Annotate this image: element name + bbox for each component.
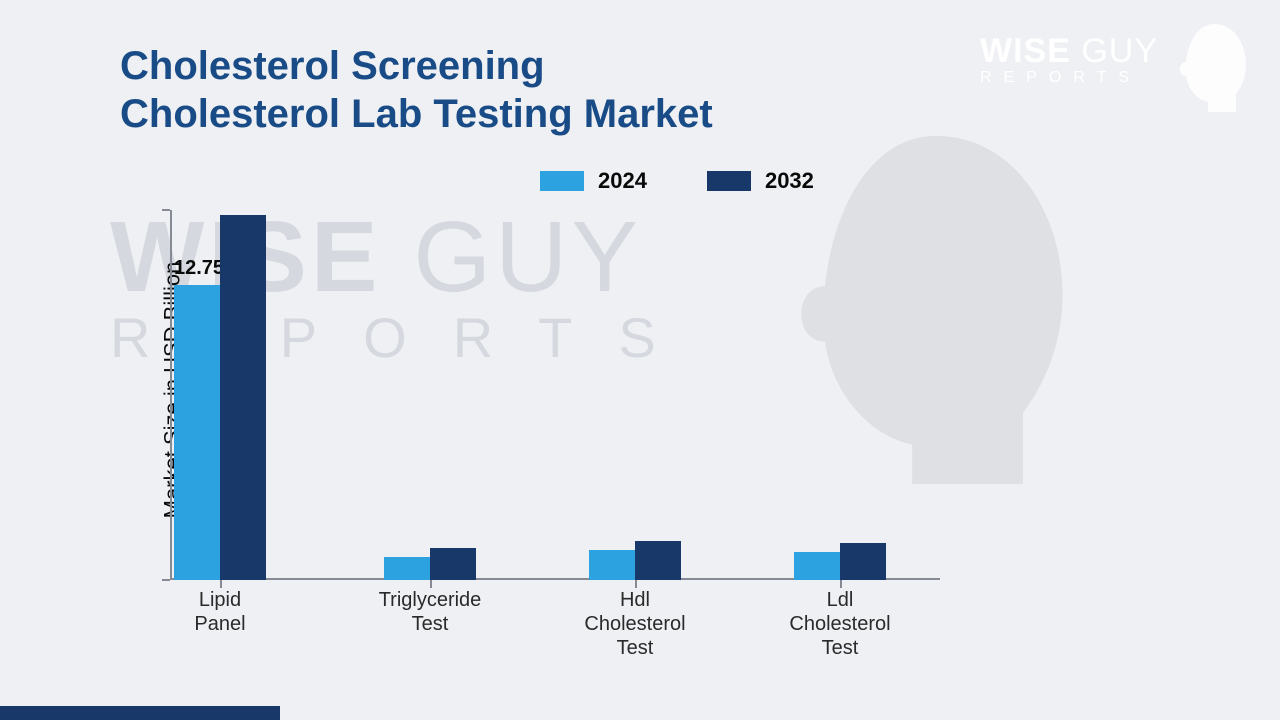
bar: 12.75 [174,285,220,580]
bar-value-label: 12.75 [174,257,220,280]
bar-group [384,548,476,580]
logo-line1b: GUY [1081,32,1158,70]
brand-logo: WISE GUY REPORTS [980,32,1240,87]
bar-group [589,541,681,580]
legend: 2024 2032 [540,168,814,194]
legend-item: 2032 [707,168,814,194]
bar-group [794,543,886,580]
legend-swatch [540,171,584,191]
x-axis-labels: Lipid Panel Triglyceride Test Hdl Choleste… [170,582,940,662]
bar-group: 12.75 [174,215,266,580]
logo-line1a: WISE [980,32,1071,70]
bar [430,548,476,580]
logo-line2: REPORTS [980,69,1240,87]
chart-title: Cholesterol Screening Cholesterol Lab Te… [120,42,760,138]
legend-item: 2024 [540,168,647,194]
bar [220,215,266,580]
bar [635,541,681,580]
chart-canvas: WISE GUY REPORTS Cholesterol Screening C… [0,0,1280,720]
legend-label: 2032 [765,168,814,194]
y-axis [170,210,172,580]
x-tick-label: Ldl Cholesterol Test [789,588,890,660]
bottom-accent-bar [0,706,280,720]
bar [794,552,840,580]
y-tick [162,579,170,581]
bar [840,543,886,580]
bar [589,550,635,580]
legend-label: 2024 [598,168,647,194]
x-tick-label: Hdl Cholesterol Test [584,588,685,660]
legend-swatch [707,171,751,191]
x-tick-label: Triglyceride Test [379,588,482,636]
plot-area: 12.75 [170,210,940,580]
bar [384,557,430,580]
y-tick [162,209,170,211]
x-tick-label: Lipid Panel [194,588,245,636]
